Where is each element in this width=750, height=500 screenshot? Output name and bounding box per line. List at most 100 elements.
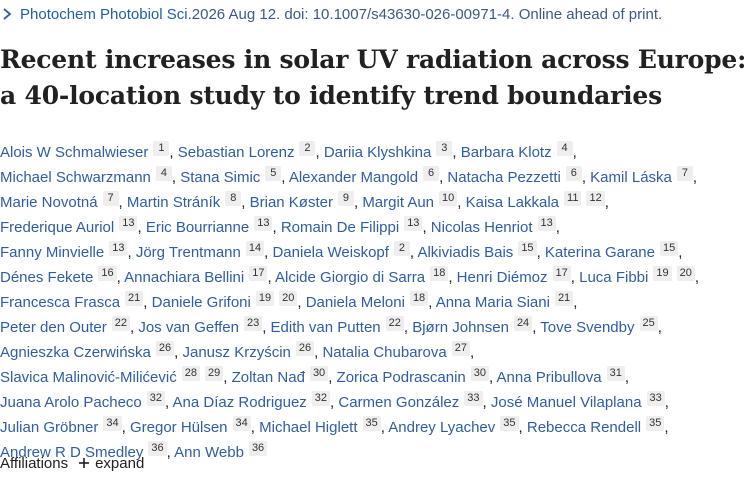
affiliation-ref-badge[interactable]: 24 xyxy=(513,316,533,331)
author-link[interactable]: Alkiviadis Bais xyxy=(417,244,514,261)
author-link[interactable]: José Manuel Vilaplana xyxy=(490,394,642,411)
affiliation-ref-badge[interactable]: 21 xyxy=(125,291,144,306)
affiliation-ref-badge[interactable]: 11 xyxy=(564,191,582,206)
affiliation-ref-badge[interactable]: 3 xyxy=(436,141,453,156)
affiliation-ref-badge[interactable]: 35 xyxy=(362,416,381,431)
affiliation-ref-badge[interactable]: 29 xyxy=(204,366,224,381)
author-link[interactable]: Daniela Meloni xyxy=(305,294,405,311)
affiliation-ref-badge[interactable]: 15 xyxy=(659,241,679,256)
author-link[interactable]: Alexander Mangold xyxy=(288,169,419,186)
affiliation-ref-badge[interactable]: 34 xyxy=(232,416,251,431)
author-link[interactable]: Edith van Putten xyxy=(270,319,381,336)
author-link[interactable]: Marie Novotná xyxy=(0,194,98,211)
author-link[interactable]: Anna Maria Siani xyxy=(435,294,550,311)
affiliation-ref-badge[interactable]: 33 xyxy=(646,391,665,406)
affiliation-ref-badge[interactable]: 21 xyxy=(554,291,574,306)
author-link[interactable]: Agnieszka Czerwińska xyxy=(0,344,151,361)
affiliation-ref-badge[interactable]: 20 xyxy=(676,266,695,281)
affiliation-ref-badge[interactable]: 33 xyxy=(464,391,483,406)
affiliation-ref-badge[interactable]: 19 xyxy=(653,266,672,281)
author-link[interactable]: Daniele Grifoni xyxy=(151,294,251,311)
affiliation-ref-badge[interactable]: 22 xyxy=(111,316,130,331)
affiliation-ref-badge[interactable]: 15 xyxy=(518,241,537,256)
affiliation-ref-badge[interactable]: 20 xyxy=(279,291,298,306)
affiliation-ref-badge[interactable]: 14 xyxy=(245,241,265,256)
affiliation-ref-badge[interactable]: 18 xyxy=(409,291,429,306)
affiliation-ref-badge[interactable]: 6 xyxy=(565,166,582,181)
affiliation-ref-badge[interactable]: 1 xyxy=(153,141,170,156)
author-link[interactable]: Francesca Frasca xyxy=(0,294,121,311)
author-link[interactable]: Zorica Podrascanin xyxy=(336,369,466,386)
affiliation-ref-badge[interactable]: 19 xyxy=(255,291,275,306)
affiliation-ref-badge[interactable]: 30 xyxy=(470,366,490,381)
author-link[interactable]: Brian Køster xyxy=(249,194,333,211)
affiliation-ref-badge[interactable]: 36 xyxy=(148,441,167,456)
author-link[interactable]: Romain De Filippi xyxy=(280,219,400,236)
author-link[interactable]: Michael Higlett xyxy=(259,419,358,436)
affiliation-ref-badge[interactable]: 7 xyxy=(676,166,693,181)
affiliation-ref-badge[interactable]: 36 xyxy=(248,441,268,456)
affiliation-ref-badge[interactable]: 35 xyxy=(500,416,519,431)
affiliation-ref-badge[interactable]: 28 xyxy=(181,366,200,381)
affiliation-ref-badge[interactable]: 4 xyxy=(155,166,172,181)
author-link[interactable]: Dénes Fekete xyxy=(0,269,94,286)
affiliation-ref-badge[interactable]: 31 xyxy=(606,366,625,381)
author-link[interactable]: Annachiara Bellini xyxy=(124,269,245,286)
author-link[interactable]: Margit Aun xyxy=(362,194,435,211)
author-link[interactable]: Anna Pribullova xyxy=(496,369,602,386)
author-link[interactable]: Frederique Auriol xyxy=(0,219,115,236)
author-link[interactable]: Andrey Lyachev xyxy=(388,419,496,436)
affiliation-ref-badge[interactable]: 2 xyxy=(299,141,316,156)
author-link[interactable]: Peter den Outer xyxy=(0,319,107,336)
author-link[interactable]: Alcide Giorgio di Sarra xyxy=(275,269,426,286)
author-link[interactable]: Tove Svendby xyxy=(540,319,635,336)
affiliation-ref-badge[interactable]: 16 xyxy=(98,266,117,281)
author-link[interactable]: Barbara Klotz xyxy=(460,144,552,161)
author-link[interactable]: Martin Stráník xyxy=(126,194,221,211)
author-link[interactable]: Natalia Chubarova xyxy=(322,344,447,361)
author-link[interactable]: Luca Fibbi xyxy=(579,269,649,286)
author-link[interactable]: Ana Díaz Rodriguez xyxy=(172,394,307,411)
affiliation-ref-badge[interactable]: 10 xyxy=(439,191,458,206)
author-link[interactable]: Sebastian Lorenz xyxy=(177,144,295,161)
affiliation-ref-badge[interactable]: 7 xyxy=(102,191,119,206)
author-link[interactable]: Slavica Malinović-Milićević xyxy=(0,369,177,386)
affiliation-ref-badge[interactable]: 25 xyxy=(639,316,658,331)
affiliation-ref-badge[interactable]: 27 xyxy=(451,341,470,356)
author-link[interactable]: Natacha Pezzetti xyxy=(447,169,561,186)
affiliation-ref-badge[interactable]: 23 xyxy=(243,316,263,331)
journal-link[interactable]: Photochem Photobiol Sci. xyxy=(20,5,192,23)
author-link[interactable]: Alois W Schmalwieser xyxy=(0,144,149,161)
affiliation-ref-badge[interactable]: 22 xyxy=(385,316,404,331)
affiliation-ref-badge[interactable]: 4 xyxy=(556,141,573,156)
affiliation-ref-badge[interactable]: 13 xyxy=(404,216,423,231)
author-link[interactable]: Jörg Trentmann xyxy=(135,244,241,261)
affiliation-ref-badge[interactable]: 12 xyxy=(586,191,605,206)
author-link[interactable]: Julian Gröbner xyxy=(0,419,99,436)
affiliation-ref-badge[interactable]: 2 xyxy=(393,241,410,256)
affiliation-ref-badge[interactable]: 35 xyxy=(646,416,665,431)
affiliation-ref-badge[interactable]: 18 xyxy=(430,266,449,281)
author-link[interactable]: Carmen González xyxy=(338,394,460,411)
affiliation-ref-badge[interactable]: 6 xyxy=(423,166,440,181)
author-link[interactable]: Daniela Weiskopf xyxy=(272,244,389,261)
affiliation-ref-badge[interactable]: 8 xyxy=(225,191,242,206)
author-link[interactable]: Stana Simic xyxy=(180,169,261,186)
author-link[interactable]: Nicolas Henriot xyxy=(430,219,533,236)
author-link[interactable]: Michael Schwarzmann xyxy=(0,169,151,186)
affiliation-ref-badge[interactable]: 13 xyxy=(109,241,128,256)
author-link[interactable]: Henri Diémoz xyxy=(456,269,548,286)
author-link[interactable]: Dariia Klyshkina xyxy=(323,144,432,161)
affiliation-ref-badge[interactable]: 13 xyxy=(537,216,556,231)
affiliation-ref-badge[interactable]: 9 xyxy=(337,191,354,206)
affiliation-ref-badge[interactable]: 32 xyxy=(146,391,166,406)
affiliation-ref-badge[interactable]: 17 xyxy=(249,266,268,281)
author-link[interactable]: Gregor Hülsen xyxy=(129,419,228,436)
author-link[interactable]: Fanny Minvielle xyxy=(0,244,105,261)
affiliation-ref-badge[interactable]: 30 xyxy=(309,366,329,381)
affiliation-ref-badge[interactable]: 26 xyxy=(295,341,315,356)
affiliation-ref-badge[interactable]: 34 xyxy=(103,416,122,431)
expand-affiliations-button[interactable]: expand xyxy=(78,455,144,472)
author-link[interactable]: Ann Webb xyxy=(174,444,244,461)
author-link[interactable]: Eric Bourrianne xyxy=(145,219,250,236)
